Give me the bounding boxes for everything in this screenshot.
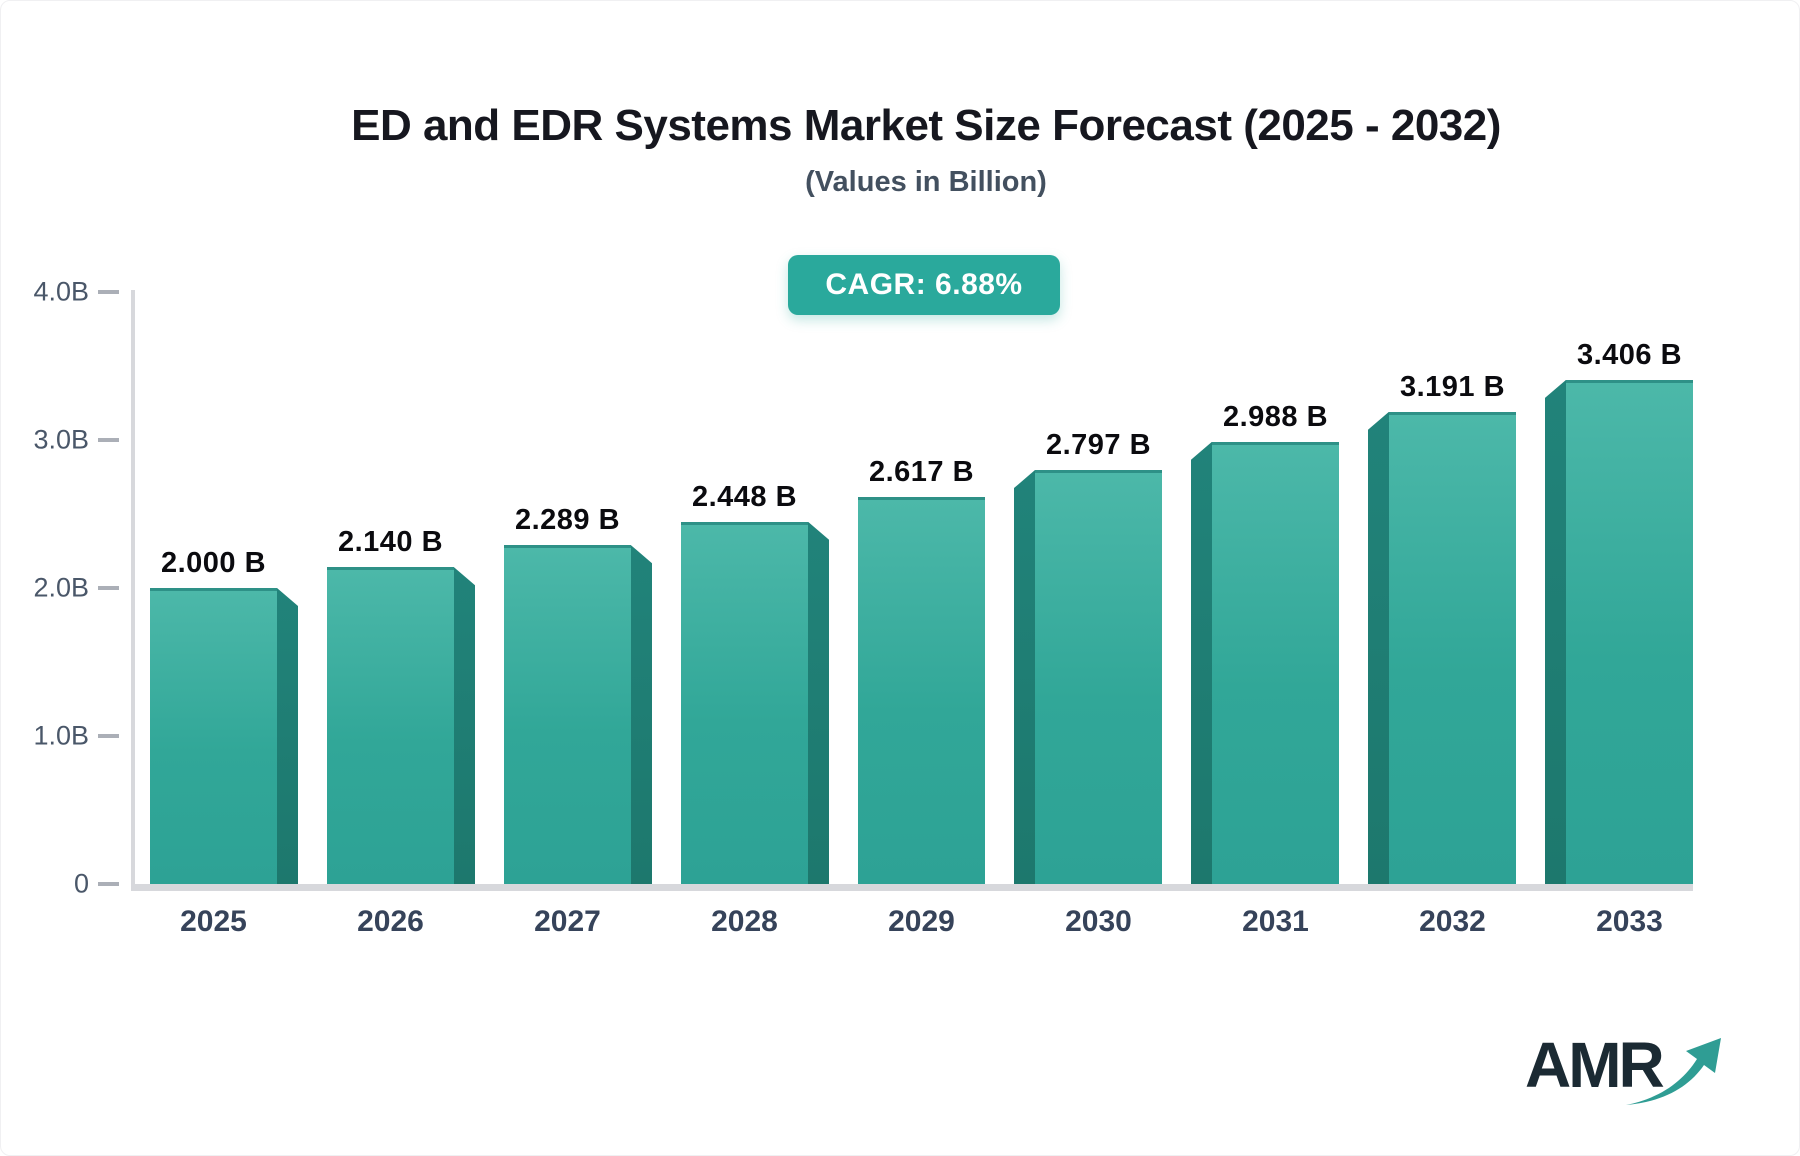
bar-value-label: 2.797 B xyxy=(1045,429,1152,462)
x-axis-baseline xyxy=(131,884,1693,891)
chart-subtitle: (Values in Billion) xyxy=(805,166,1047,198)
bar xyxy=(1389,411,1516,884)
bar xyxy=(1212,441,1339,884)
y-axis-tick-label: 1.0B xyxy=(33,720,89,751)
y-axis-tick-label: 4.0B xyxy=(33,276,89,307)
bar-group: 3.406 B 2033 xyxy=(1545,339,1693,938)
y-axis-line xyxy=(131,290,135,890)
bar xyxy=(327,567,454,884)
bar-group: 2.448 B 2028 xyxy=(681,481,829,938)
x-axis-label: 2031 xyxy=(1242,904,1309,938)
y-axis-tick-mark xyxy=(98,438,119,442)
chart-title: ED and EDR Systems Market Size Forecast … xyxy=(351,101,1501,150)
y-axis-tick-mark xyxy=(98,290,119,294)
x-axis-label: 2033 xyxy=(1596,904,1663,938)
bar-value-label: 2.140 B xyxy=(337,526,444,559)
bar xyxy=(150,588,277,884)
bar-side-face xyxy=(454,567,475,884)
bar-group: 2.988 B 2031 xyxy=(1191,401,1339,938)
y-axis-tick-mark xyxy=(98,882,119,886)
x-axis-label: 2027 xyxy=(534,904,601,938)
y-axis-tick-mark xyxy=(98,734,119,738)
bar-side-face xyxy=(1545,379,1566,884)
bar xyxy=(1566,379,1693,884)
bar-side-face xyxy=(808,521,829,884)
bar xyxy=(858,496,985,884)
y-axis-tick-label: 0 xyxy=(73,868,89,899)
bar-value-label: 3.406 B xyxy=(1576,338,1683,371)
bar-group: 2.289 B 2027 xyxy=(504,504,652,938)
bar-value-label: 3.191 B xyxy=(1399,370,1506,403)
bar-group: 2.617 B 2029 xyxy=(858,456,985,938)
bar-group: 2.797 B 2030 xyxy=(1014,429,1162,938)
x-axis-label: 2028 xyxy=(711,904,778,938)
cagr-badge-label: CAGR: 6.88% xyxy=(825,268,1023,301)
bar-value-label: 2.988 B xyxy=(1222,400,1329,433)
amr-logo: AMR xyxy=(1525,1029,1721,1105)
bar-value-label: 2.617 B xyxy=(868,455,975,488)
x-axis-label: 2025 xyxy=(180,905,247,938)
y-axis-tick-label: 3.0B xyxy=(33,424,89,455)
x-axis-label: 2032 xyxy=(1419,904,1486,938)
bar-side-face xyxy=(277,588,298,884)
bar-value-label: 2.289 B xyxy=(514,504,621,537)
bar-side-face xyxy=(1368,411,1389,884)
y-axis-tick-mark xyxy=(98,586,119,590)
x-axis-label: 2026 xyxy=(357,904,424,938)
y-axis-tick-label: 2.0B xyxy=(33,572,89,603)
bar-group: 2.140 B 2026 xyxy=(327,526,475,938)
cagr-badge: CAGR: 6.88% xyxy=(788,255,1060,315)
bar-group: 3.191 B 2032 xyxy=(1368,371,1516,938)
bar-side-face xyxy=(631,545,652,884)
bar-side-face xyxy=(1014,470,1035,884)
bar xyxy=(1035,470,1162,884)
x-axis-label: 2029 xyxy=(888,904,955,938)
bar-side-face xyxy=(1191,441,1212,884)
bar xyxy=(504,545,631,884)
bar xyxy=(681,521,808,884)
amr-logo-arrow-icon xyxy=(1626,1038,1721,1105)
amr-logo-text: AMR xyxy=(1525,1029,1664,1101)
x-axis-label: 2030 xyxy=(1065,904,1132,938)
bar-value-label: 2.448 B xyxy=(691,480,798,513)
bar-group: 2.000 B 2025 xyxy=(150,547,298,938)
bar-value-label: 2.000 B xyxy=(160,547,267,579)
